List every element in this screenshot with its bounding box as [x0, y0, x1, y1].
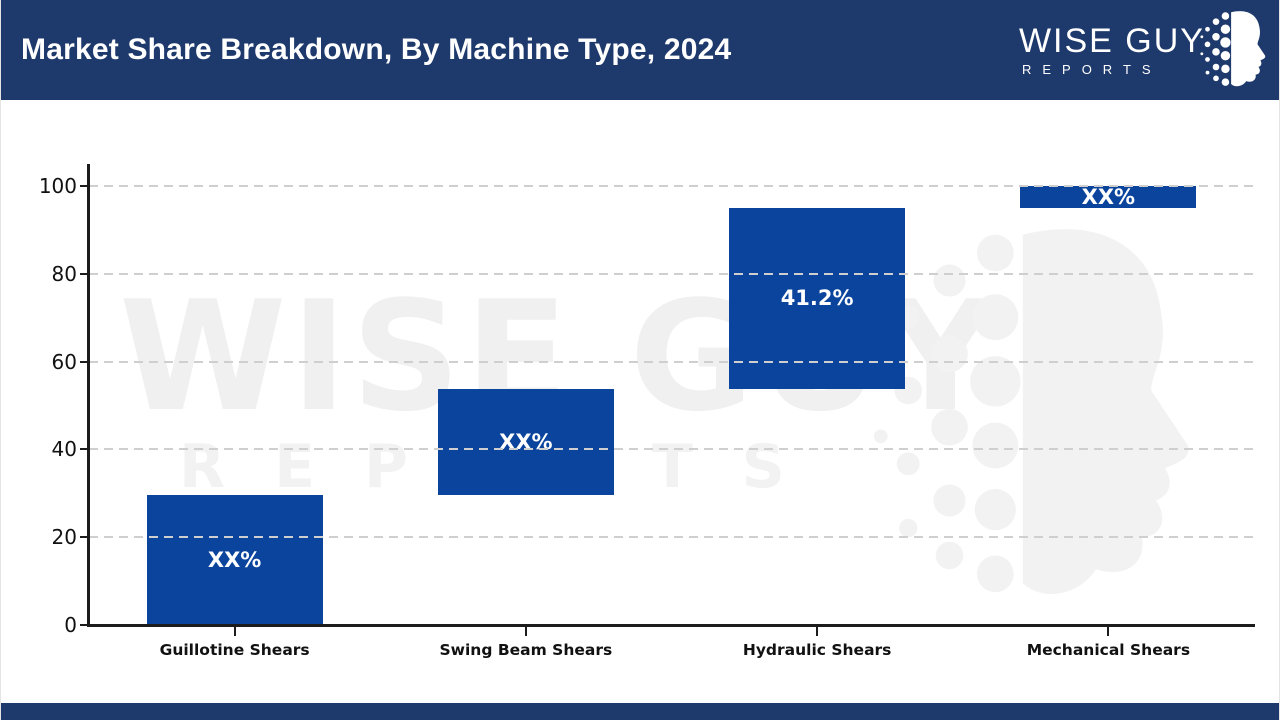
y-tick-label-20: 20 — [51, 525, 77, 550]
x-tick-1 — [233, 627, 236, 636]
gridline-80 — [89, 272, 1254, 275]
bar-1: XX% — [146, 495, 323, 625]
brand-head-icon — [1200, 11, 1266, 87]
x-category-label-3: Hydraulic Shears — [742, 641, 892, 659]
y-tick-80 — [80, 272, 88, 275]
y-tick-label-40: 40 — [51, 437, 77, 462]
bar-2: XX% — [437, 388, 614, 496]
gridline-60 — [89, 360, 1254, 363]
y-tick-100 — [80, 185, 88, 187]
page-title: Market Share Breakdown, By Machine Type,… — [21, 33, 732, 66]
y-axis-spine — [87, 164, 90, 627]
x-category-label-2: Swing Beam Shears — [439, 641, 613, 659]
header-bar: Market Share Breakdown, By Machine Type,… — [1, 0, 1279, 100]
brand-logo-text: WISE GUY REPORTS — [1019, 24, 1205, 77]
bar-value-label-3: 41.2% — [780, 286, 854, 311]
x-tick-4 — [1107, 627, 1110, 636]
footer-bar — [1, 703, 1279, 720]
y-tick-label-60: 60 — [51, 349, 77, 374]
gridline-40 — [89, 448, 1254, 451]
bar-value-label-1: XX% — [207, 548, 262, 573]
brand-logo: WISE GUY REPORTS — [1019, 8, 1279, 92]
y-tick-60 — [80, 360, 88, 363]
gridline-20 — [89, 536, 1254, 539]
x-category-label-4: Mechanical Shears — [1026, 641, 1191, 659]
y-tick-40 — [80, 448, 88, 451]
watermark-head-icon — [873, 229, 1189, 594]
x-category-label-1: Guillotine Shears — [159, 641, 310, 659]
y-tick-label-0: 0 — [64, 613, 77, 637]
y-tick-0 — [80, 624, 88, 626]
bar-value-label-4: XX% — [1081, 184, 1136, 209]
x-axis-spine — [87, 624, 1255, 627]
x-tick-3 — [816, 627, 819, 636]
y-tick-20 — [80, 536, 88, 539]
brand-tagline: REPORTS — [1021, 61, 1162, 77]
x-tick-2 — [524, 627, 527, 636]
bar-3: 41.2% — [729, 207, 906, 389]
brand-name: WISE GUY — [1018, 21, 1205, 60]
bar-4: XX% — [1020, 184, 1197, 209]
y-tick-label-80: 80 — [51, 261, 77, 286]
y-tick-label-100: 100 — [38, 174, 77, 198]
gridline-100 — [89, 185, 1254, 187]
